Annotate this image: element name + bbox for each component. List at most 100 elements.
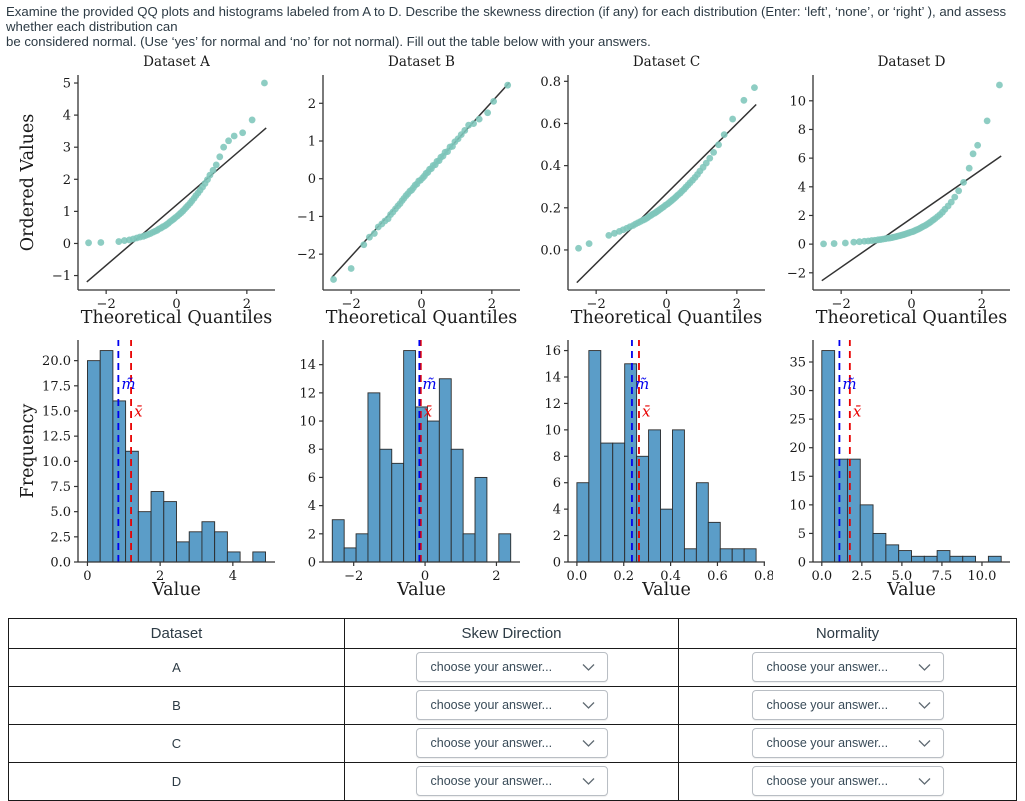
qq-plot-row: −2 0 2 −1 0 1 2 3 4 5 Dataset A Theoretical Quantil… <box>18 53 1025 328</box>
skew-select-c[interactable]: choose your answer... <box>415 728 608 759</box>
svg-text:0.2: 0.2 <box>540 201 561 216</box>
svg-text:0: 0 <box>417 297 425 312</box>
svg-text:12: 12 <box>544 397 561 412</box>
svg-text:0: 0 <box>421 569 429 584</box>
svg-text:3: 3 <box>63 140 71 155</box>
select-placeholder: choose your answer... <box>430 660 553 675</box>
select-placeholder: choose your answer... <box>766 660 889 675</box>
svg-text:6: 6 <box>553 476 561 491</box>
skew-select-d[interactable]: choose your answer... <box>415 766 608 797</box>
table-row-b: B choose your answer... choose your answ… <box>8 685 1017 725</box>
svg-text:Value: Value <box>886 580 936 600</box>
svg-text:0: 0 <box>907 297 915 312</box>
svg-text:2: 2 <box>243 297 251 312</box>
svg-text:30: 30 <box>789 384 806 399</box>
svg-text:8: 8 <box>798 123 806 138</box>
chevron-down-icon <box>582 701 594 709</box>
chevron-down-icon <box>918 777 930 785</box>
svg-text:4: 4 <box>798 180 806 195</box>
qq-plot-dataset-c: −2 0 2 0.0 0.2 0.4 0.6 0.8 Dataset C Theoretical … <box>540 54 765 328</box>
svg-text:10: 10 <box>789 498 806 513</box>
svg-text:Theoretical Quantiles: Theoretical Quantiles <box>81 308 272 328</box>
svg-text:2: 2 <box>492 569 500 584</box>
qq-plot-dataset-a: −2 0 2 −1 0 1 2 3 4 5 Dataset A Theoretical Quantil… <box>18 54 275 328</box>
svg-text:7.5: 7.5 <box>932 569 953 584</box>
svg-text:Theoretical Quantiles: Theoretical Quantiles <box>326 308 517 328</box>
qq-plot-dataset-b: −2 0 2 −2 −1 0 1 2 Dataset B Theoretical Quantile… <box>297 54 520 328</box>
svg-text:17.5: 17.5 <box>42 379 71 394</box>
question-text: Examine the provided QQ plots and histog… <box>0 0 1025 50</box>
skew-select-b[interactable]: choose your answer... <box>415 690 608 721</box>
table-row-a: A choose your answer... choose your answ… <box>8 647 1017 687</box>
svg-text:0.4: 0.4 <box>540 159 561 174</box>
svg-text:7.5: 7.5 <box>50 480 71 495</box>
normality-select-d[interactable]: choose your answer... <box>751 766 944 797</box>
select-placeholder: choose your answer... <box>766 736 889 751</box>
svg-text:4: 4 <box>63 108 71 123</box>
svg-text:Dataset B: Dataset B <box>388 54 455 70</box>
svg-text:−2: −2 <box>97 297 116 312</box>
svg-text:0.4: 0.4 <box>660 569 681 584</box>
svg-text:m̃: m̃ <box>422 375 436 393</box>
svg-text:14: 14 <box>544 370 561 385</box>
svg-text:2: 2 <box>308 97 316 112</box>
svg-text:12: 12 <box>299 386 316 401</box>
svg-text:2: 2 <box>553 529 561 544</box>
svg-text:−2: −2 <box>297 247 316 262</box>
column-header-skew-direction: Skew Direction <box>344 617 679 649</box>
svg-text:10: 10 <box>789 94 806 109</box>
svg-text:1: 1 <box>308 134 316 149</box>
svg-text:2: 2 <box>978 297 986 312</box>
svg-text:4: 4 <box>229 569 237 584</box>
svg-text:0: 0 <box>172 297 180 312</box>
svg-text:x̄: x̄ <box>424 402 433 420</box>
svg-text:1: 1 <box>63 205 71 220</box>
skew-select-a[interactable]: choose your answer... <box>415 652 608 683</box>
column-header-dataset: Dataset <box>8 617 345 649</box>
svg-text:0: 0 <box>63 237 71 252</box>
svg-text:0.6: 0.6 <box>540 117 561 132</box>
chevron-down-icon <box>918 739 930 747</box>
svg-text:0: 0 <box>308 172 316 187</box>
svg-text:6: 6 <box>798 151 806 166</box>
normality-select-b[interactable]: choose your answer... <box>751 690 944 721</box>
normality-select-a[interactable]: choose your answer... <box>751 652 944 683</box>
qq-plot-dataset-d: −2 0 2 −2 0 2 4 6 8 10 Dataset D Theoretical Quanti… <box>787 54 1010 328</box>
svg-text:x̄: x̄ <box>642 402 651 420</box>
column-header-normality: Normality <box>678 617 1017 649</box>
svg-text:0.2: 0.2 <box>613 569 634 584</box>
svg-text:2: 2 <box>798 209 806 224</box>
svg-text:m̃: m̃ <box>842 375 856 393</box>
svg-text:2: 2 <box>308 527 316 542</box>
svg-text:6: 6 <box>308 471 316 486</box>
chevron-down-icon <box>582 663 594 671</box>
select-placeholder: choose your answer... <box>430 736 553 751</box>
svg-text:12.5: 12.5 <box>42 429 71 444</box>
histogram-dataset-b: m̃ x̄ −2 0 2 0 2 4 6 8 10 12 14 Value <box>299 339 520 600</box>
svg-text:0: 0 <box>308 555 316 570</box>
question-text-line3: be considered normal. (Use ‘yes’ for nor… <box>6 33 651 49</box>
svg-text:5: 5 <box>63 76 71 91</box>
svg-text:−2: −2 <box>587 297 606 312</box>
svg-text:15.0: 15.0 <box>42 404 71 419</box>
chevron-down-icon <box>582 777 594 785</box>
answer-table: Dataset Skew Direction Normality A choos… <box>8 617 1017 801</box>
svg-text:4: 4 <box>308 499 316 514</box>
svg-text:Dataset A: Dataset A <box>143 54 210 70</box>
dataset-label-a: A <box>8 647 345 687</box>
question-text-line2: whether each distribution can <box>6 18 178 34</box>
svg-text:Theoretical Quantiles: Theoretical Quantiles <box>571 308 762 328</box>
svg-text:0.0: 0.0 <box>567 569 588 584</box>
svg-text:14: 14 <box>299 358 316 373</box>
svg-text:0: 0 <box>83 569 91 584</box>
svg-text:0: 0 <box>798 237 806 252</box>
svg-text:−2: −2 <box>787 266 806 281</box>
svg-text:−2: −2 <box>342 297 361 312</box>
svg-text:x̄: x̄ <box>134 402 143 420</box>
svg-text:35: 35 <box>789 355 806 370</box>
normality-select-c[interactable]: choose your answer... <box>751 728 944 759</box>
svg-text:0.8: 0.8 <box>540 75 561 90</box>
svg-text:0: 0 <box>798 555 806 570</box>
svg-text:5.0: 5.0 <box>50 505 71 520</box>
svg-text:16: 16 <box>544 344 561 359</box>
